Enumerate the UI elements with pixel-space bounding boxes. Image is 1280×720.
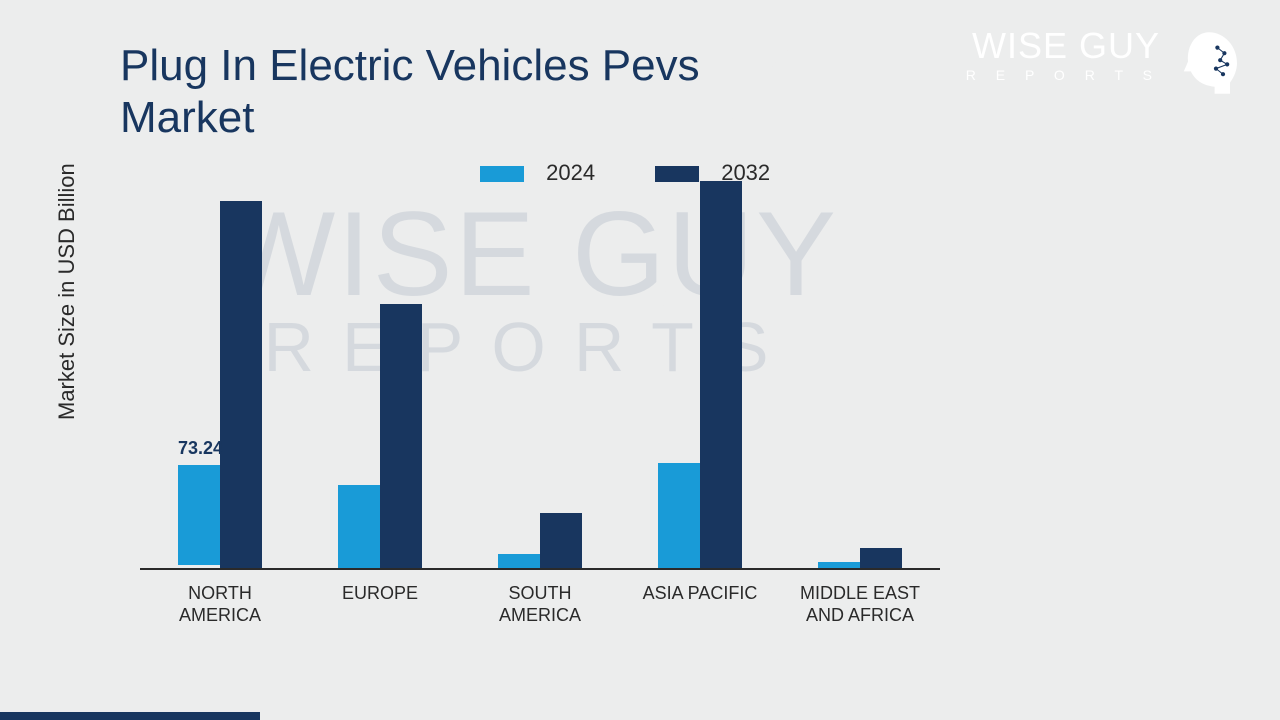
bar-2032	[220, 201, 262, 570]
category-label: EUROPE	[310, 575, 450, 680]
bar-group	[658, 181, 742, 571]
category-label: NORTH AMERICA	[150, 575, 290, 680]
chart-plot-area: 73.24	[140, 160, 940, 570]
bar-value-label: 73.24	[178, 438, 223, 459]
bar-group	[338, 304, 422, 571]
bar-2024	[658, 463, 700, 570]
brand-logo: WISE GUY R E P O R T S	[966, 28, 1244, 98]
head-icon	[1174, 28, 1244, 98]
bar-group: 73.24	[178, 201, 262, 570]
bar-group	[818, 548, 902, 570]
category-label: ASIA PACIFIC	[630, 575, 770, 680]
category-label: MIDDLE EAST AND AFRICA	[790, 575, 930, 680]
footer-accent-bar	[0, 712, 260, 720]
brand-logo-text: WISE GUY R E P O R T S	[966, 28, 1160, 82]
brand-logo-line2: R E P O R T S	[966, 68, 1160, 82]
x-axis-labels: NORTH AMERICAEUROPESOUTH AMERICAASIA PAC…	[140, 575, 940, 680]
chart-title: Plug In Electric Vehicles Pevs Market	[120, 40, 740, 144]
bar-2024	[338, 485, 380, 570]
y-axis-label: Market Size in USD Billion	[54, 163, 80, 420]
bar-2032	[700, 181, 742, 571]
bar-group	[498, 513, 582, 570]
brand-logo-line1: WISE GUY	[966, 28, 1160, 64]
bar-2024	[178, 465, 220, 565]
bar-2032	[380, 304, 422, 571]
bar-chart: Market Size in USD Billion 2024 2032 73.…	[60, 160, 940, 680]
x-axis-line	[140, 568, 940, 570]
category-label: SOUTH AMERICA	[470, 575, 610, 680]
bar-2032	[540, 513, 582, 570]
bar-2032	[860, 548, 902, 570]
